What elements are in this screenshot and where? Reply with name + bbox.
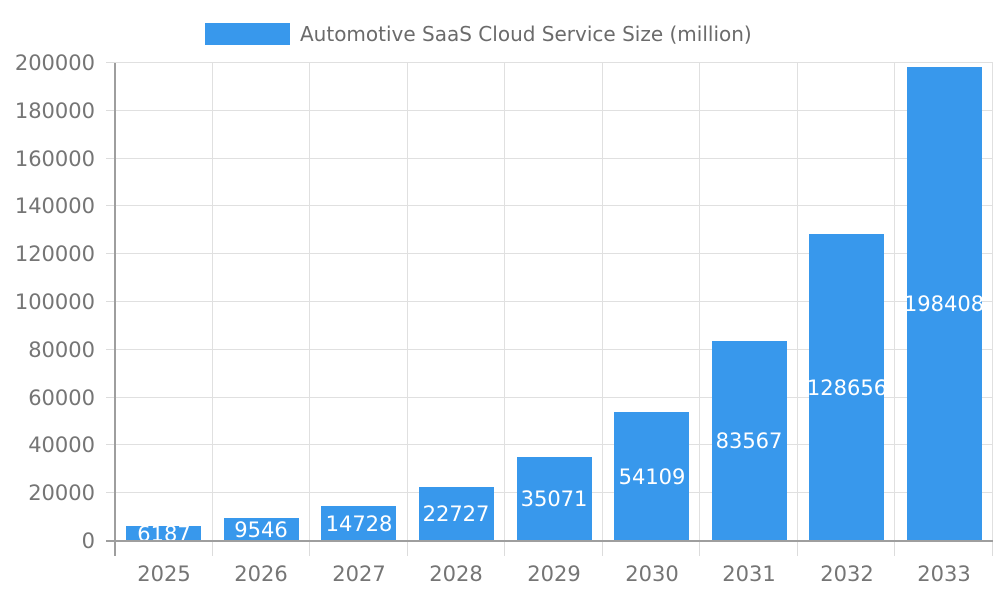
- x-tick-label: 2028: [429, 562, 483, 586]
- bar-value-label: 9546: [234, 518, 288, 542]
- x-tick-label: 2031: [722, 562, 776, 586]
- legend-label: Automotive SaaS Cloud Service Size (mill…: [300, 22, 752, 46]
- y-axis-tick: [106, 158, 115, 159]
- x-gridline: [212, 63, 213, 541]
- x-gridline: [992, 63, 993, 541]
- bar-value-label: 128656: [806, 376, 888, 400]
- bar: [126, 526, 201, 541]
- y-tick-label: 100000: [14, 290, 95, 314]
- bar-value-label: 22727: [422, 502, 490, 526]
- bar: [907, 67, 982, 541]
- bar: [614, 412, 689, 541]
- bar-value-label: 83567: [715, 429, 783, 453]
- x-axis-tick: [699, 541, 700, 556]
- bar-value-label: 198408: [903, 292, 985, 316]
- y-tick-label: 0: [81, 529, 95, 553]
- y-tick-label: 60000: [28, 386, 95, 410]
- y-axis-tick: [106, 492, 115, 493]
- y-gridline: [115, 110, 993, 111]
- bar: [224, 518, 299, 541]
- x-tick-label: 2026: [234, 562, 288, 586]
- x-gridline: [894, 63, 895, 541]
- bar: [712, 341, 787, 541]
- x-gridline: [504, 63, 505, 541]
- y-axis-tick: [106, 205, 115, 206]
- y-axis-tick: [106, 62, 115, 63]
- y-tick-label: 20000: [28, 481, 95, 505]
- x-gridline: [602, 63, 603, 541]
- y-axis-tick: [106, 253, 115, 254]
- x-axis-tick: [602, 541, 603, 556]
- y-axis-spine: [114, 63, 116, 556]
- y-axis-tick: [106, 397, 115, 398]
- x-axis-tick: [992, 541, 993, 556]
- bar: [321, 506, 396, 541]
- y-gridline: [115, 253, 993, 254]
- x-axis-spine: [106, 540, 993, 542]
- x-axis-tick: [504, 541, 505, 556]
- x-gridline: [407, 63, 408, 541]
- y-tick-label: 80000: [28, 338, 95, 362]
- x-tick-label: 2029: [527, 562, 581, 586]
- legend-swatch: [205, 23, 290, 45]
- bar-value-label: 54109: [618, 465, 686, 489]
- y-gridline: [115, 301, 993, 302]
- bar-value-label: 35071: [520, 487, 588, 511]
- x-tick-label: 2027: [332, 562, 386, 586]
- y-axis-tick: [106, 444, 115, 445]
- x-tick-label: 2030: [625, 562, 679, 586]
- y-tick-label: 160000: [14, 147, 95, 171]
- y-tick-label: 140000: [14, 194, 95, 218]
- y-gridline: [115, 62, 993, 63]
- x-axis-tick: [309, 541, 310, 556]
- y-tick-label: 180000: [14, 99, 95, 123]
- y-tick-label: 200000: [14, 51, 95, 75]
- y-tick-label: 40000: [28, 433, 95, 457]
- x-gridline: [797, 63, 798, 541]
- x-gridline: [309, 63, 310, 541]
- y-gridline: [115, 349, 993, 350]
- y-axis-tick: [106, 110, 115, 111]
- x-axis-tick: [212, 541, 213, 556]
- y-gridline: [115, 205, 993, 206]
- x-gridline: [699, 63, 700, 541]
- bar: [419, 487, 494, 541]
- x-tick-label: 2025: [137, 562, 191, 586]
- x-tick-label: 2032: [820, 562, 874, 586]
- y-tick-label: 120000: [14, 242, 95, 266]
- bar: [809, 234, 884, 541]
- y-axis-tick: [106, 301, 115, 302]
- x-tick-label: 2033: [917, 562, 971, 586]
- x-axis-tick: [407, 541, 408, 556]
- y-gridline: [115, 158, 993, 159]
- bar-value-label: 6187: [137, 522, 191, 546]
- y-gridline: [115, 444, 993, 445]
- y-axis-tick: [106, 349, 115, 350]
- bar: [517, 457, 592, 541]
- x-axis-tick: [797, 541, 798, 556]
- bar-value-label: 14728: [325, 512, 393, 536]
- y-gridline: [115, 397, 993, 398]
- x-axis-tick: [894, 541, 895, 556]
